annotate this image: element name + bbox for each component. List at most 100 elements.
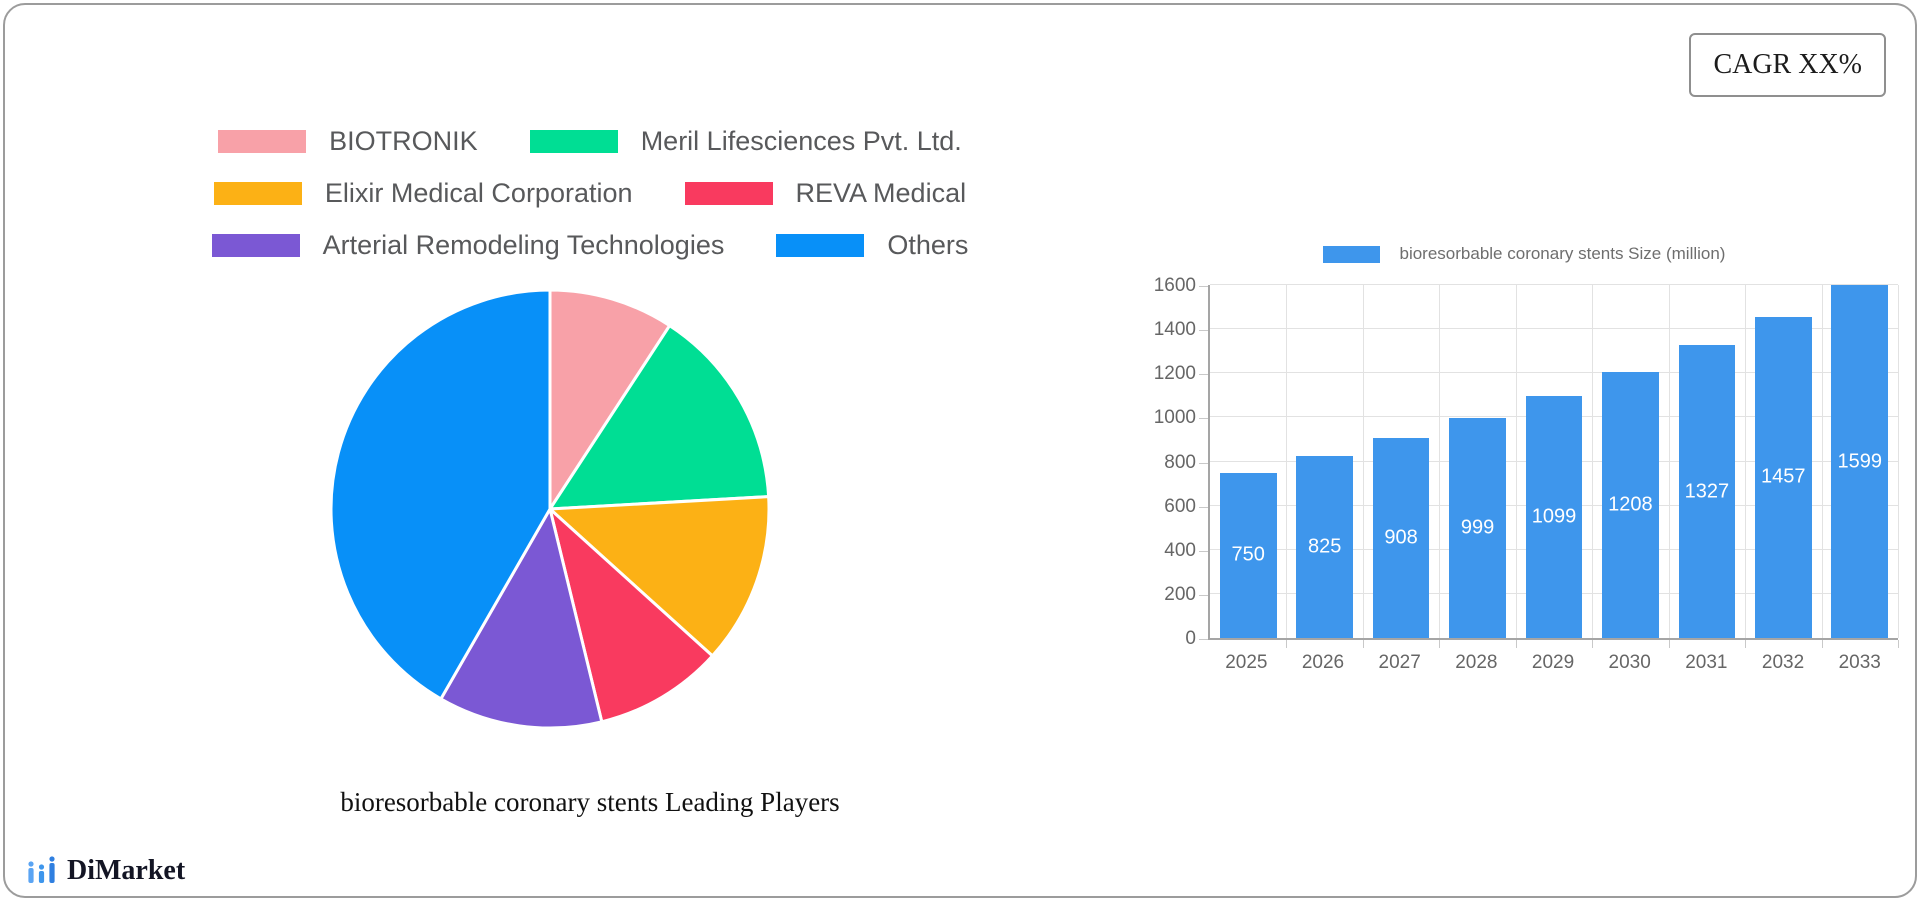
x-tick-mark — [1362, 640, 1364, 648]
y-tick-mark — [1199, 374, 1208, 376]
bar-2029: 1099 — [1525, 395, 1583, 638]
x-tick-mark — [1286, 640, 1288, 648]
logo-text: DiMarket — [67, 855, 186, 886]
y-tick-label: 1000 — [1153, 407, 1196, 429]
cagr-badge: CAGR XX% — [1689, 33, 1886, 97]
pie-slice-3 — [548, 507, 714, 724]
pie-legend-row: Arterial Remodeling Technologies Others — [211, 230, 968, 261]
x-tick-mark — [1439, 640, 1441, 648]
bar-legend-swatch — [1322, 245, 1380, 263]
x-tick-mark — [1592, 640, 1594, 648]
pie-legend-label: REVA Medical — [795, 178, 967, 208]
dimarket-logo: DiMarket — [26, 855, 185, 885]
bar-value-label: 999 — [1460, 516, 1495, 539]
pie-legend-item: REVA Medical — [684, 178, 967, 209]
bar-2031: 1327 — [1678, 345, 1736, 638]
bar-chart-plot: 750 825 908 999 1099 1208 1327 1457 1599 — [1208, 284, 1899, 648]
x-axis-label: 2026 — [1301, 652, 1345, 673]
y-tick-label: 1600 — [1153, 275, 1196, 296]
x-axis-label: 2030 — [1608, 652, 1651, 673]
y-tick-label: 1200 — [1153, 363, 1196, 385]
x-axis-label: 2027 — [1378, 652, 1421, 673]
y-tick-mark — [1199, 594, 1208, 596]
x-tick-mark — [1515, 640, 1517, 648]
bar-value-label: 1327 — [1684, 480, 1730, 503]
pie-legend-label: Elixir Medical Corporation — [324, 178, 633, 208]
x-axis-label: 2029 — [1531, 652, 1575, 673]
bar-value-label: 1457 — [1761, 465, 1806, 488]
bar-value-label: 1599 — [1837, 450, 1882, 473]
bar-2026: 825 — [1296, 455, 1353, 638]
bar-value-label: 1208 — [1608, 493, 1653, 516]
pie-slice-4 — [439, 507, 604, 730]
y-tick-label: 600 — [1164, 495, 1196, 517]
x-axis-labels: 2025 2026 2027 2028 2029 2030 2031 2032 2033 — [1208, 652, 1898, 674]
pie-legend-label: Meril Lifesciences Pvt. Ltd. — [640, 126, 962, 156]
bar-2030: 1208 — [1602, 371, 1659, 638]
pie-legend-item: BIOTRONIK — [218, 126, 478, 157]
bar-value-label: 1099 — [1531, 505, 1577, 528]
bar-slot: 1208 — [1592, 285, 1668, 638]
bar-slot: 1099 — [1516, 285, 1592, 638]
pie-legend-item: Others — [776, 230, 968, 261]
y-tick-label: 1400 — [1153, 319, 1196, 341]
v-gridline — [1286, 285, 1288, 638]
bars-container: 750 825 908 999 1099 1208 1327 1457 1599 — [1210, 285, 1898, 638]
y-tick-mark — [1199, 330, 1208, 332]
pie-legend-swatch — [776, 234, 865, 257]
pie-slice-2 — [548, 495, 771, 658]
pie-legend-item: Elixir Medical Corporation — [213, 178, 633, 209]
x-axis-label: 2025 — [1225, 652, 1268, 673]
bar-legend-label: bioresorbable coronary stents Size (mill… — [1399, 244, 1726, 263]
bar-slot: 750 — [1210, 285, 1286, 638]
v-gridline — [1821, 285, 1823, 638]
bar-chart-logo-icon — [28, 856, 55, 883]
report-card — [3, 3, 1917, 898]
pie-legend-label: Others — [887, 230, 969, 260]
y-tick-mark — [1199, 506, 1208, 508]
bar-2033: 1599 — [1831, 285, 1888, 638]
pie-chart-title: bioresorbable coronary stents Leading Pl… — [340, 787, 840, 817]
y-tick-label: 800 — [1164, 451, 1196, 473]
y-tick-mark — [1199, 462, 1208, 464]
y-tick-mark — [1199, 286, 1208, 287]
pie-legend-swatch — [213, 182, 302, 205]
h-gridline — [1210, 328, 1898, 330]
v-gridline — [1515, 285, 1517, 638]
pie-legend-row: Elixir Medical Corporation REVA Medical — [213, 178, 967, 209]
y-tick-mark — [1199, 418, 1208, 420]
y-tick-mark — [1199, 550, 1208, 552]
v-gridline — [1592, 285, 1594, 638]
bar-2027: 908 — [1372, 437, 1430, 638]
bar-chart-body: 0 200 400 600 800 1000 1200 1400 1600 750 825 908 9… — [1150, 276, 1899, 648]
cagr-label: CAGR XX% — [1713, 49, 1862, 80]
x-tick-mark — [1668, 640, 1670, 648]
y-tick-label: 0 — [1185, 628, 1196, 649]
bar-2028: 999 — [1449, 417, 1506, 638]
x-tick-mark — [1821, 640, 1823, 648]
y-tick-mark — [1199, 639, 1208, 640]
pie-slice-5 — [329, 288, 552, 701]
bar-value-label: 750 — [1231, 543, 1265, 566]
pie-legend-swatch — [529, 130, 618, 153]
pie-legend-label: BIOTRONIK — [329, 126, 478, 156]
bar-slot: 999 — [1439, 285, 1515, 638]
pie-legend-swatch — [211, 234, 300, 257]
pie-legend-item: Arterial Remodeling Technologies — [211, 230, 724, 261]
x-axis-label: 2032 — [1761, 652, 1805, 673]
bar-value-label: 825 — [1307, 535, 1342, 558]
pie-legend-item: Meril Lifesciences Pvt. Ltd. — [529, 126, 962, 157]
v-gridline — [1745, 285, 1747, 638]
bar-chart-section: bioresorbable coronary stents Size (mill… — [1150, 243, 1899, 674]
v-gridline — [1668, 285, 1670, 638]
y-axis: 0 200 400 600 800 1000 1200 1400 1600 — [1150, 276, 1208, 648]
pie-legend-swatch — [684, 182, 773, 205]
pie-legend: BIOTRONIK Meril Lifesciences Pvt. Ltd. Eli… — [150, 126, 1030, 261]
bar-chart-legend: bioresorbable coronary stents Size (mill… — [1150, 243, 1898, 265]
pie-legend-row: BIOTRONIK Meril Lifesciences Pvt. Ltd. — [218, 126, 962, 157]
pie-slice-1 — [548, 324, 771, 511]
v-gridline — [1898, 285, 1899, 638]
pie-chart-section: BIOTRONIK Meril Lifesciences Pvt. Ltd. Eli… — [150, 126, 1030, 818]
h-gridline — [1210, 284, 1898, 285]
y-tick-label: 200 — [1164, 583, 1196, 605]
